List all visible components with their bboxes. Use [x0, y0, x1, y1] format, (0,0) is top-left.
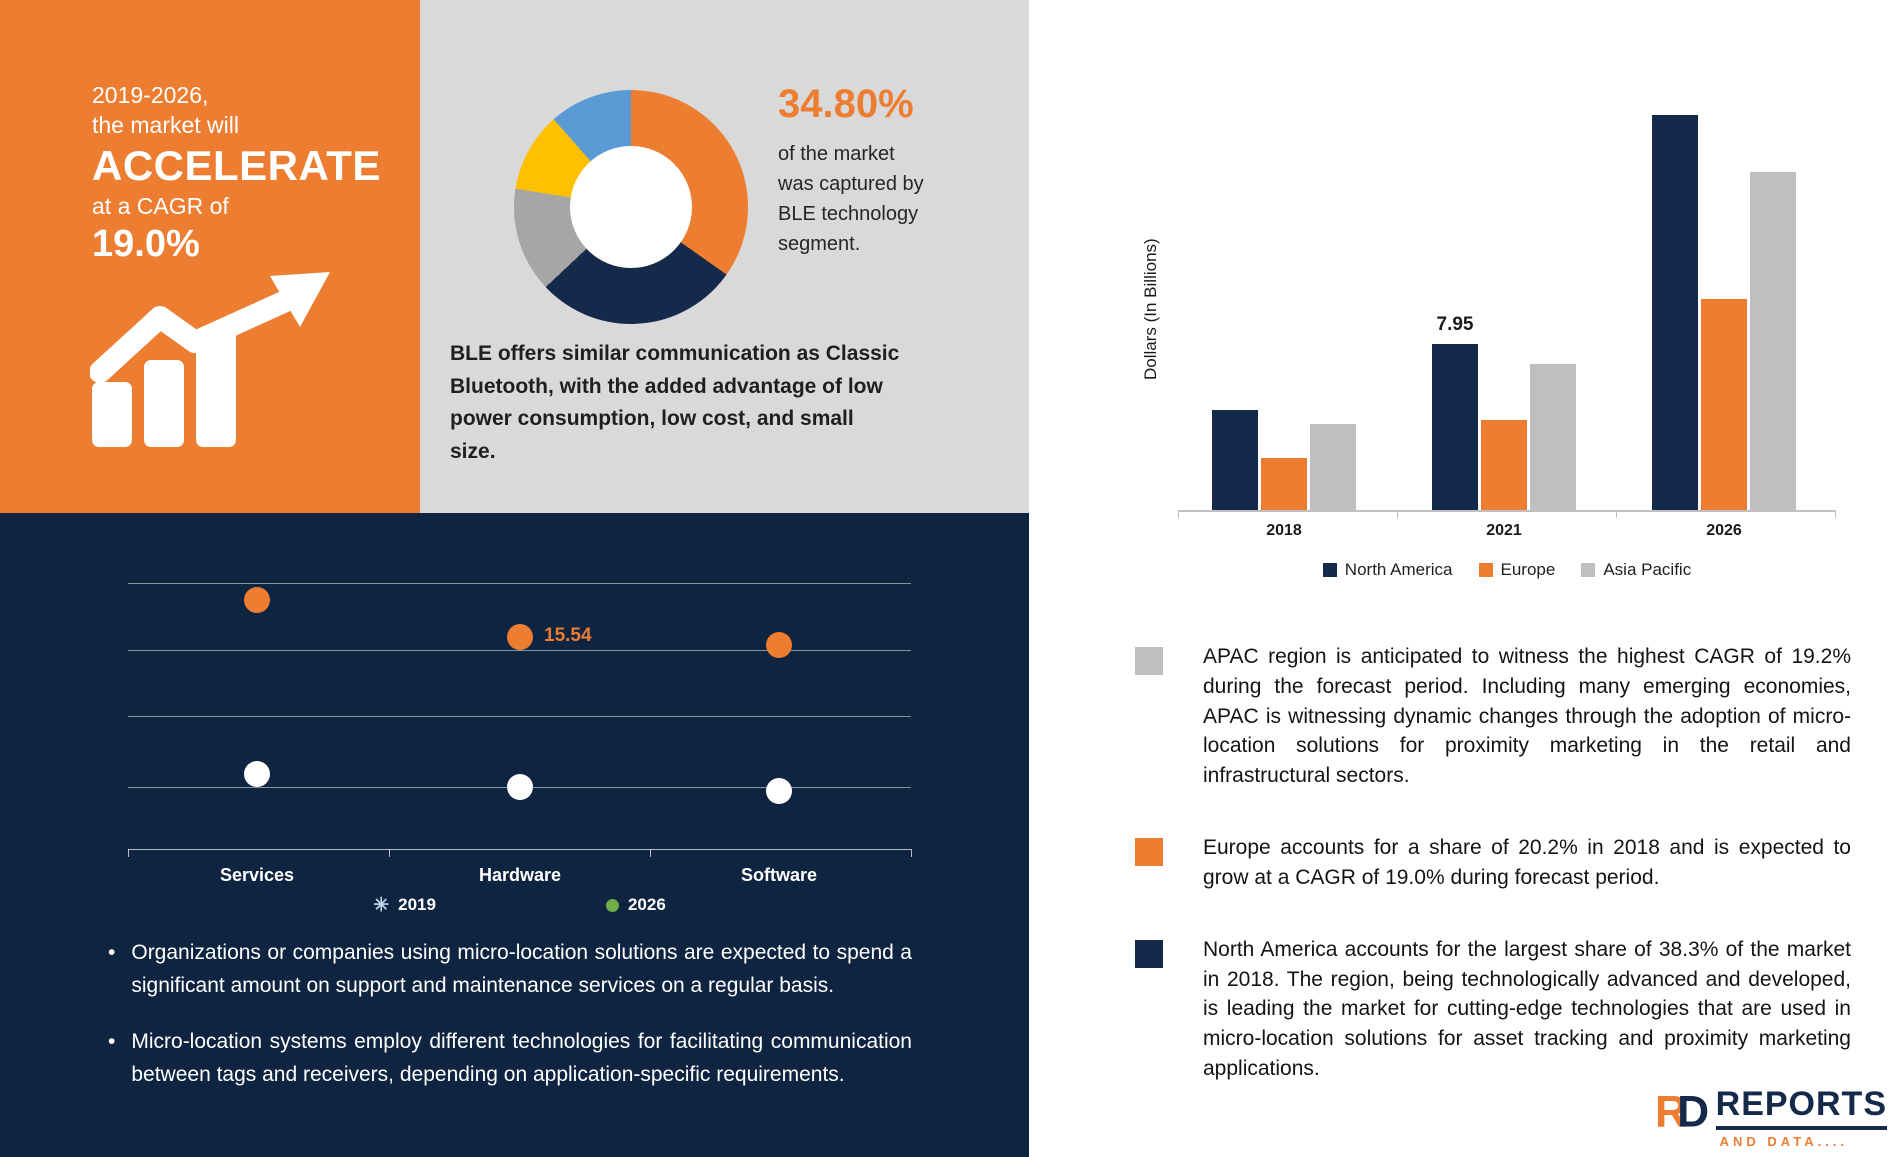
bar-data-label: 7.95: [1436, 314, 1474, 335]
dot-axis-tick: [650, 849, 651, 857]
bullet-dot-icon: •: [108, 1030, 116, 1054]
region-bullet-square-icon: [1135, 939, 1163, 968]
reports-and-data-logo: R D REPORTS AND DATA....: [1655, 1087, 1887, 1149]
cagr-line2: the market will: [92, 112, 239, 139]
donut-chart: [514, 90, 748, 324]
bar-axis-tick: [1616, 510, 1617, 518]
dot-2026-Software: [766, 777, 792, 804]
bar-axis-tick: [1178, 510, 1179, 518]
dot-legend-label: 2026: [627, 895, 666, 914]
dot-gridline: [128, 650, 911, 651]
bar-europe-2026: [1701, 299, 1747, 510]
bar-legend-label: Europe: [1500, 560, 1556, 579]
segment-panel: ✳ 2019 2026 15.54 Services Hardware Software …: [0, 513, 1029, 1157]
bar-category-2026: 2026: [1706, 522, 1742, 539]
region-bullet-square-icon: [1135, 647, 1163, 675]
bar-chart: Dollars (In Billions) North America Europ…: [1029, 0, 1903, 620]
legend-swatch-icon: [1478, 563, 1493, 577]
donut-hole: [570, 146, 692, 268]
segment-bullet-text: Organizations or companies using micro-l…: [131, 941, 912, 997]
bar-asia-pacific-2021: [1530, 363, 1576, 510]
dot-legend-item-2019: ✳ 2019: [373, 895, 436, 915]
dot-x-axis: [128, 849, 911, 850]
ble-stat-value: 34.80%: [778, 82, 914, 126]
bar-legend-item-north-america: North America: [1322, 560, 1453, 580]
bar-legend-label: Asia Pacific: [1603, 560, 1692, 579]
svg-text:R: R: [1655, 1087, 1687, 1135]
bar-europe-2021: [1481, 420, 1527, 510]
dot-value-label: 15.54: [544, 625, 592, 647]
dot-axis-tick: [911, 849, 912, 857]
bar-north-america-2021: [1432, 344, 1478, 510]
logo-reports-word: REPORTS: [1715, 1087, 1887, 1130]
bar-axis-tick: [1397, 510, 1398, 518]
logo-text: REPORTS AND DATA....: [1715, 1087, 1887, 1149]
segment-bullet-item: • Micro-location systems employ different…: [108, 1026, 912, 1091]
reports-and-data-icon: R D: [1655, 1087, 1709, 1135]
dot-gridline: [128, 716, 911, 717]
cagr-headline: 2019-2026, the market will ACCELERATE at…: [92, 80, 381, 269]
asterisk-marker-icon: ✳: [373, 894, 390, 916]
dot-legend-label: 2019: [398, 895, 436, 914]
bar-x-axis: [1178, 510, 1835, 512]
bar-north-america-2018: [1212, 409, 1258, 510]
region-bullet-item-2: Europe accounts for a share of 20.2% in …: [1135, 833, 1851, 893]
bar-chart-y-axis-label: Dollars (In Billions): [1141, 238, 1160, 380]
logo-and-data-word: AND DATA....: [1719, 1134, 1849, 1149]
regional-panel: Dollars (In Billions) North America Europ…: [1029, 0, 1903, 1157]
cagr-period: 2019-2026,: [92, 82, 209, 108]
bullet-dot-icon: •: [108, 941, 116, 964]
region-bullets: APAC region is anticipated to witness th…: [1135, 642, 1851, 1126]
bar-legend-item-europe: Europe: [1478, 560, 1556, 580]
region-bullet-item-1: APAC region is anticipated to witness th…: [1135, 642, 1851, 791]
dot-category-software: Software: [740, 865, 818, 885]
svg-text:D: D: [1677, 1087, 1709, 1135]
dot-gridline: [128, 583, 911, 584]
segment-bullets: • Organizations or companies using micro-…: [108, 937, 912, 1115]
dot-legend-item-2026: 2026: [605, 895, 666, 915]
bar-legend-item-asia-pacific: Asia Pacific: [1581, 560, 1691, 580]
region-bullet-text: APAC region is anticipated to witness th…: [1203, 645, 1851, 788]
cagr-panel: 2019-2026, the market will ACCELERATE at…: [0, 0, 420, 513]
bar-category-2021: 2021: [1486, 522, 1522, 539]
segment-bullet-text: Micro-location systems employ different …: [131, 1030, 912, 1086]
dot-axis-tick: [389, 849, 390, 857]
growth-arrow-icon: [90, 272, 330, 447]
dot-2026-Hardware: [507, 774, 533, 801]
dot-2026-Services: [244, 761, 270, 788]
cagr-value: 19.0%: [92, 223, 200, 266]
bar-legend-label: North America: [1344, 560, 1453, 579]
segment-bullet-item: • Organizations or companies using micro-…: [108, 937, 912, 1002]
dot-category-services: Services: [219, 865, 295, 885]
bar-asia-pacific-2026: [1750, 171, 1796, 510]
ble-stat-caption: of the market was captured by BLE techno…: [778, 143, 924, 255]
region-bullet-square-icon: [1135, 838, 1163, 867]
bar-europe-2018: [1261, 457, 1307, 510]
cagr-line4: at a CAGR of: [92, 193, 229, 220]
circle-marker-icon: [605, 898, 619, 912]
region-bullet-item-3: North America accounts for the largest s…: [1135, 935, 1851, 1084]
bar-category-2018: 2018: [1266, 522, 1302, 539]
region-bullet-text: North America accounts for the largest s…: [1203, 937, 1851, 1080]
dot-axis-tick: [128, 849, 129, 857]
region-bullet-text: Europe accounts for a share of 20.2% in …: [1203, 836, 1851, 889]
dot-chart-legend: ✳ 2019 2026: [128, 895, 911, 915]
cagr-accelerate: ACCELERATE: [92, 141, 381, 189]
bar-axis-tick: [1835, 510, 1836, 518]
dot-2019-Software: [766, 631, 792, 658]
bar-asia-pacific-2018: [1310, 424, 1356, 510]
dot-2019-Hardware: [507, 624, 533, 651]
ble-body-text: BLE offers similar communication as Clas…: [450, 342, 900, 463]
dot-chart: ✳ 2019 2026 15.54 Services Hardware Software: [0, 513, 1029, 1157]
dot-2019-Services: [244, 586, 270, 613]
dot-category-hardware: Hardware: [478, 865, 562, 885]
legend-swatch-icon: [1581, 563, 1596, 577]
bar-chart-legend: North America Europe Asia Pacific: [1149, 560, 1865, 580]
legend-swatch-icon: [1322, 563, 1337, 577]
ble-panel: 34.80% of the market was captured by BLE…: [420, 0, 1029, 513]
ble-stat: 34.80% of the market was captured by BLE…: [778, 82, 988, 259]
bar-north-america-2026: [1652, 115, 1698, 510]
